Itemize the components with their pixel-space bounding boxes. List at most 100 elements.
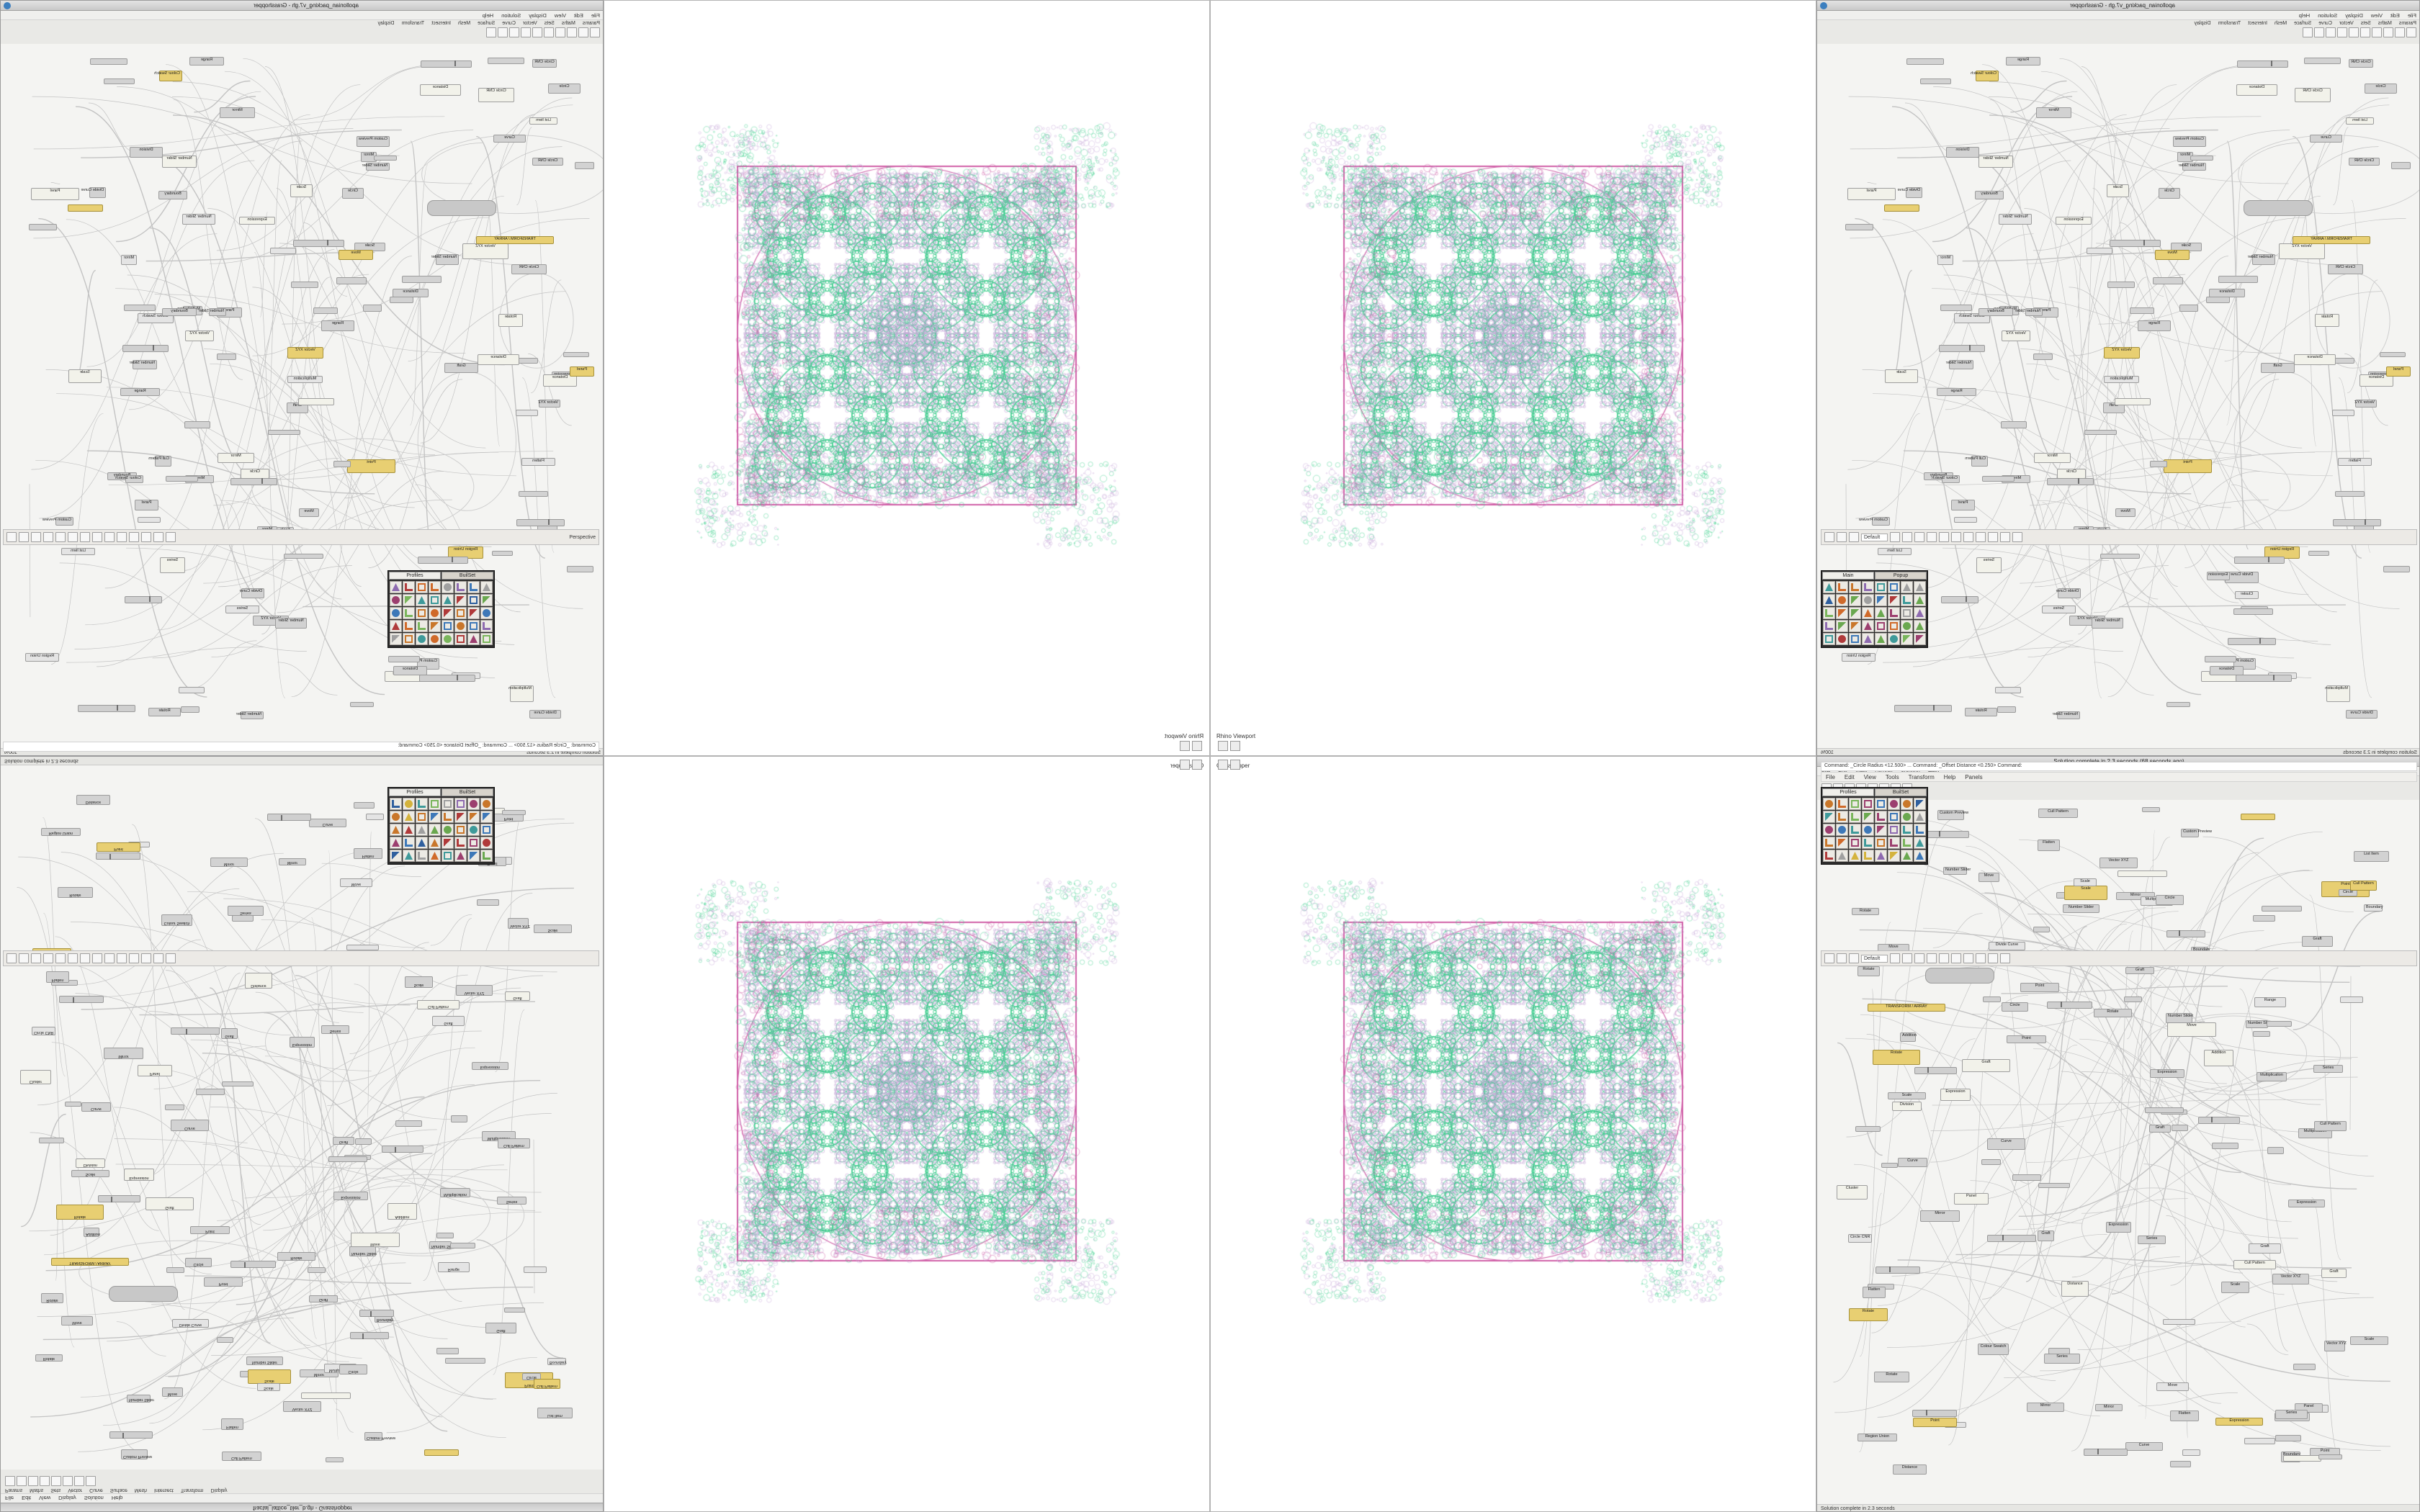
gh-component[interactable]: Move	[61, 1316, 93, 1326]
gh-number-slider[interactable]	[1914, 1067, 1957, 1074]
gh-component[interactable]	[2115, 398, 2151, 405]
grasshopper-icon[interactable]	[2000, 953, 2011, 963]
palette-tab-builset[interactable]: BuilSet	[1875, 788, 1927, 796]
gh-number-slider[interactable]	[382, 1146, 424, 1153]
gh-component[interactable]: Colour Swatch	[161, 914, 192, 926]
gh-tab-maths[interactable]: Maths	[561, 21, 575, 26]
gh-component[interactable]	[284, 554, 323, 559]
gh-component[interactable]	[395, 1120, 422, 1127]
gh-component[interactable]	[2283, 1455, 2321, 1462]
viewport-nav-buttons[interactable]	[1218, 741, 1240, 751]
param-brep-icon[interactable]	[2372, 27, 2382, 37]
gh-component[interactable]	[68, 204, 103, 212]
gh-component[interactable]	[567, 566, 593, 572]
param-number-icon[interactable]	[63, 1476, 73, 1486]
gh-component[interactable]	[2033, 927, 2050, 932]
gh-component[interactable]	[2253, 1031, 2270, 1037]
palette-tool-icon[interactable]	[1823, 594, 1835, 606]
gh-menu-display[interactable]: Display	[529, 12, 547, 19]
palette-tool-icon[interactable]	[1875, 837, 1887, 849]
gh-component[interactable]: Move	[2155, 250, 2190, 260]
gh-number-slider[interactable]	[96, 852, 140, 860]
gh-component[interactable]	[2084, 430, 2117, 435]
gh-component[interactable]: Colour Swatch	[1978, 1344, 2009, 1355]
param-surface-icon[interactable]	[567, 27, 577, 37]
gh-component[interactable]: Series	[228, 906, 264, 916]
rhino-menu-file[interactable]: File	[1826, 773, 1835, 780]
gh-component[interactable]: Cull Pattern	[1965, 456, 1988, 467]
palette-tool-icon[interactable]	[454, 594, 467, 606]
palette-tool-icon[interactable]	[1849, 620, 1861, 632]
viewport-nav-buttons[interactable]	[1218, 760, 1240, 770]
gh-component[interactable]: Region Union	[41, 828, 81, 836]
gh-number-slider[interactable]	[59, 996, 104, 1003]
gh-ribbon-icons[interactable]	[1817, 27, 2419, 38]
gh-component[interactable]	[2212, 1143, 2238, 1149]
shade-icon[interactable]	[1976, 532, 1986, 542]
param-point-icon[interactable]	[2406, 27, 2416, 37]
gh-component[interactable]: Number Slider	[2179, 163, 2206, 171]
gh-component[interactable]: Mirror	[2095, 1404, 2123, 1411]
palette-tool-icon[interactable]	[467, 824, 480, 836]
gh-ribbon-icons[interactable]	[1, 1475, 603, 1487]
palette-tool-icon[interactable]	[1914, 811, 1926, 823]
gh-number-slider[interactable]	[421, 60, 472, 68]
palette-tool-icon[interactable]	[1914, 837, 1926, 849]
gh-component[interactable]: Custom Preview	[1937, 810, 1968, 820]
gh-group-highlight[interactable]: TRANSFORM / ARRAY	[2293, 236, 2370, 244]
rhino-toolbar-top-right[interactable]: Default	[1821, 529, 2417, 545]
gh-component[interactable]: List Item	[2346, 117, 2374, 125]
gh-number-slider[interactable]	[2110, 240, 2161, 247]
gh-canvas-bottom-right[interactable]: Boundary Rotate Mirror Mirror List Item Flatt…	[1817, 800, 2419, 1511]
palette-tool-icon[interactable]	[1823, 837, 1835, 849]
gh-component[interactable]: Curve	[1987, 1138, 2025, 1150]
palette-tool-icon[interactable]	[416, 811, 428, 823]
gh-component[interactable]: Graft	[2038, 1230, 2054, 1241]
palette-tool-icon[interactable]	[1836, 798, 1848, 810]
gh-menu-view[interactable]: View	[1855, 768, 1868, 775]
print-icon[interactable]	[43, 532, 53, 542]
gh-component[interactable]: Multiplication	[2104, 376, 2139, 383]
gh-component[interactable]: Flatten	[2038, 840, 2060, 851]
gh-tab-mesh[interactable]: Mesh	[2275, 21, 2287, 26]
gh-component[interactable]	[2233, 608, 2273, 615]
gh-component[interactable]: Number Slider	[2248, 254, 2275, 265]
gh-number-slider[interactable]	[230, 1261, 276, 1268]
gh-component[interactable]: Scale	[1888, 1092, 1926, 1099]
gh-component[interactable]: Cluster	[1837, 1185, 1868, 1200]
gh-menu-help[interactable]: Help	[482, 12, 494, 19]
palette-tool-icon[interactable]	[467, 811, 480, 823]
gh-component[interactable]: Move	[339, 250, 373, 260]
shade-icon[interactable]	[129, 532, 139, 542]
palette-tool-icon[interactable]	[480, 594, 493, 606]
palette-tool-icon[interactable]	[1888, 594, 1900, 606]
gh-component[interactable]: Circle CNR	[2349, 59, 2373, 68]
gh-component[interactable]: Expression	[2106, 1222, 2131, 1233]
gh-component[interactable]: Range	[1937, 388, 1976, 396]
palette-tool-icon[interactable]	[467, 633, 480, 645]
open-icon[interactable]	[19, 953, 29, 963]
gh-component[interactable]	[504, 1308, 525, 1313]
palette-tool-icon[interactable]	[390, 798, 402, 810]
rhino-toolbar-bottom-right[interactable]: Default	[1821, 950, 2417, 966]
gh-component[interactable]	[2244, 1438, 2275, 1444]
pan-icon[interactable]	[1180, 741, 1190, 751]
gh-menu-edit[interactable]: Edit	[573, 12, 583, 19]
gh-component[interactable]: Series	[2044, 1354, 2080, 1364]
palette-tool-icon[interactable]	[442, 633, 454, 645]
gh-component[interactable]: Vector XYZ	[2272, 1274, 2309, 1284]
gh-component[interactable]: Multiplication	[2325, 685, 2350, 702]
palette-tool-icon[interactable]	[403, 824, 415, 836]
palette-tool-icon[interactable]	[454, 837, 467, 849]
gh-cluster[interactable]	[1925, 968, 1994, 984]
palette-tool-icon[interactable]	[1823, 620, 1835, 632]
render-icon[interactable]	[141, 532, 151, 542]
gh-menu-edit[interactable]: Edit	[22, 1495, 32, 1502]
gh-menu-edit[interactable]: Edit	[2390, 12, 2400, 19]
gh-component[interactable]: Graft	[444, 363, 478, 373]
save-icon[interactable]	[1849, 953, 1859, 963]
gh-component[interactable]: Mirror	[2027, 1403, 2064, 1412]
gh-component[interactable]: Rotate	[1965, 708, 1997, 716]
gh-component[interactable]: Circle CNR	[2328, 264, 2363, 274]
palette-tool-icon[interactable]	[1862, 850, 1874, 862]
